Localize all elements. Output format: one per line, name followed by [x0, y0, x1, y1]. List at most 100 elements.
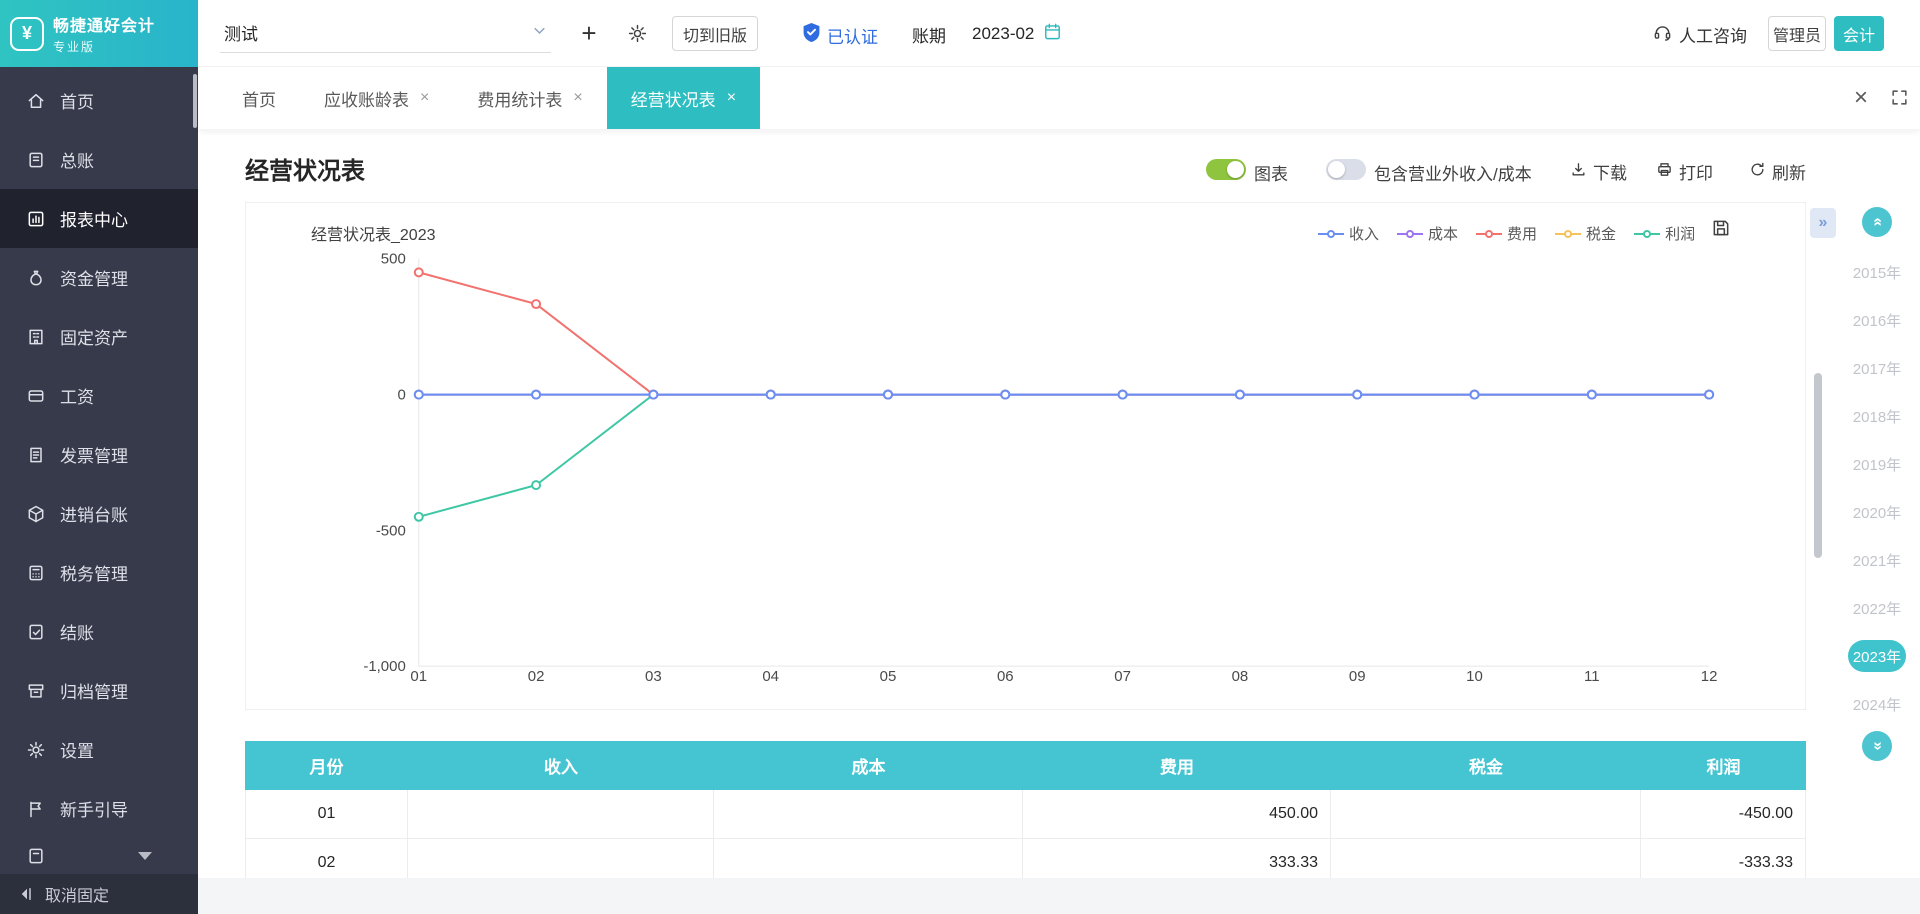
legend-item-利润[interactable]: 利润 [1634, 223, 1695, 244]
sidebar-item-发票管理[interactable]: 发票管理 [0, 425, 198, 484]
chart-toggle[interactable] [1206, 159, 1246, 180]
period-value[interactable]: 2023-02 [972, 24, 1035, 43]
archive-icon [26, 681, 46, 701]
sidebar-item-总账[interactable]: 总账 [0, 130, 198, 189]
sidebar-item-label: 进销台账 [60, 506, 128, 525]
plus-icon[interactable]: + [581, 17, 597, 48]
tab-label: 费用统计表 [477, 90, 563, 110]
sidebar-item-设置[interactable]: 设置 [0, 720, 198, 779]
nonoperating-toggle-label: 包含营业外收入/成本 [1374, 165, 1532, 184]
sidebar-item-进销台账[interactable]: 进销台账 [0, 484, 198, 543]
accounting-period: 账期 2023-02 [912, 20, 1062, 48]
sidebar-item-新手引导[interactable]: 新手引导 [0, 779, 198, 838]
sidebar-scrollbar[interactable] [193, 74, 197, 128]
svg-text:03: 03 [645, 668, 662, 685]
chart-svg: 500 0 -500 -1,000 01 02 03 04 05 06 07 08 09 10 11 12 [363, 251, 1718, 685]
table-header-cell: 利润 [1706, 758, 1741, 777]
tab-close-icon[interactable]: × [420, 89, 430, 106]
sidebar-item-结账[interactable]: 结账 [0, 602, 198, 661]
table-cell [714, 839, 1023, 887]
download-button[interactable]: 下载 [1570, 159, 1627, 184]
inventory-icon [26, 504, 46, 524]
table-cell: -333.33 [1641, 839, 1806, 887]
tab-首页[interactable]: 首页 [218, 67, 300, 129]
print-button[interactable]: 打印 [1656, 159, 1713, 184]
calendar-icon[interactable] [1043, 22, 1062, 46]
scroll-down-icon[interactable] [138, 852, 152, 860]
year-item-2023年[interactable]: 2023年 [1837, 632, 1917, 680]
tab-close-icon[interactable]: × [573, 89, 583, 106]
sidebar-item-label: 固定资产 [60, 329, 128, 348]
sidebar-item-label: 工资 [60, 388, 94, 407]
sidebar-item-归档管理[interactable]: 归档管理 [0, 661, 198, 720]
consult-button[interactable]: 人工咨询 [1653, 22, 1747, 47]
table-header-cell: 税金 [1469, 758, 1503, 777]
legend-marker-icon [1397, 229, 1424, 238]
legend-marker-icon [1318, 229, 1344, 238]
gear-icon[interactable] [622, 18, 652, 48]
legend-item-成本[interactable]: 成本 [1397, 223, 1458, 244]
table-cell: -450.00 [1641, 790, 1806, 838]
unpin-button[interactable]: 取消固定 [0, 874, 198, 914]
year-item-2020年[interactable]: 2020年 [1852, 504, 1902, 522]
fullscreen-icon[interactable] [1890, 88, 1909, 112]
home-icon [26, 91, 46, 111]
accountant-button[interactable]: 会计 [1834, 16, 1884, 51]
main-scrollbar[interactable] [1814, 373, 1822, 558]
sidebar-item-partial[interactable] [0, 838, 198, 874]
sidebar: ¥ 畅捷通好会计 专业版 首页 总账 报表中心 资金管理 固定资产 工资 发票管理 进销台账税… [0, 0, 198, 914]
table-header-cell: 收入 [544, 758, 578, 777]
year-item-2017年[interactable]: 2017年 [1852, 360, 1902, 378]
nonoperating-toggle[interactable] [1326, 159, 1366, 180]
legend-item-收入[interactable]: 收入 [1318, 223, 1379, 244]
admin-button[interactable]: 管理员 [1768, 16, 1826, 51]
invoice-icon [26, 445, 46, 465]
year-item-2019年[interactable]: 2019年 [1852, 456, 1902, 474]
table-cell [714, 790, 1023, 838]
collapse-rail-handle[interactable]: » [1810, 208, 1836, 238]
svg-text:10: 10 [1466, 668, 1483, 685]
bottom-strip [198, 878, 1920, 914]
sidebar-item-工资[interactable]: 工资 [0, 366, 198, 425]
year-item-2022年[interactable]: 2022年 [1852, 600, 1902, 618]
tab-close-icon[interactable]: × [726, 89, 737, 106]
tab-应收账龄表[interactable]: 应收账龄表 × [300, 67, 453, 129]
year-item-2015年[interactable]: 2015年 [1852, 264, 1902, 282]
sidebar-item-固定资产[interactable]: 固定资产 [0, 307, 198, 366]
tab-经营状况表[interactable]: 经营状况表 × [606, 67, 761, 129]
table-cell: 450.00 [1023, 790, 1331, 838]
sidebar-item-税务管理[interactable]: 税务管理 [0, 543, 198, 602]
refresh-button[interactable]: 刷新 [1749, 159, 1806, 184]
legend-item-费用[interactable]: 费用 [1476, 223, 1537, 244]
year-item-2021年[interactable]: 2021年 [1852, 552, 1902, 570]
legend-marker-icon [1555, 229, 1582, 238]
active-year-pill: 2023年 [1848, 640, 1906, 672]
topbar: 测试 + 切到旧版 已认证 账期 2023-02 [198, 0, 1920, 67]
unpin-label: 取消固定 [45, 888, 110, 905]
unpin-icon [18, 885, 36, 903]
sidebar-item-label: 税务管理 [60, 565, 128, 584]
year-scroll-down-button[interactable]: » [1862, 731, 1892, 761]
svg-text:09: 09 [1349, 668, 1366, 685]
sidebar-item-首页[interactable]: 首页 [0, 71, 198, 130]
tab-费用统计表[interactable]: 费用统计表 × [453, 67, 606, 129]
tab-label: 应收账龄表 [324, 90, 409, 110]
svg-text:11: 11 [1584, 668, 1600, 685]
year-item-2024年[interactable]: 2024年 [1852, 696, 1902, 714]
close-all-tabs-icon[interactable]: × [1853, 84, 1868, 111]
doc-icon [26, 846, 46, 866]
save-image-icon[interactable] [1711, 218, 1731, 243]
company-select[interactable]: 测试 [220, 13, 551, 53]
table-body: 01 450.00 -450.00 02 333.33 -333.33 [245, 790, 1806, 888]
year-item-2016年[interactable]: 2016年 [1852, 312, 1902, 330]
switch-old-version-button[interactable]: 切到旧版 [672, 16, 758, 51]
svg-text:12: 12 [1701, 668, 1718, 685]
sidebar-item-资金管理[interactable]: 资金管理 [0, 248, 198, 307]
year-item-2018年[interactable]: 2018年 [1852, 408, 1902, 426]
sidebar-item-label: 新手引导 [60, 801, 128, 820]
year-scroll-up-button[interactable]: « [1862, 207, 1892, 237]
sidebar-item-报表中心[interactable]: 报表中心 [0, 189, 198, 248]
legend-marker-icon [1634, 229, 1661, 238]
legend-item-税金[interactable]: 税金 [1555, 223, 1616, 244]
svg-text:05: 05 [880, 668, 897, 685]
